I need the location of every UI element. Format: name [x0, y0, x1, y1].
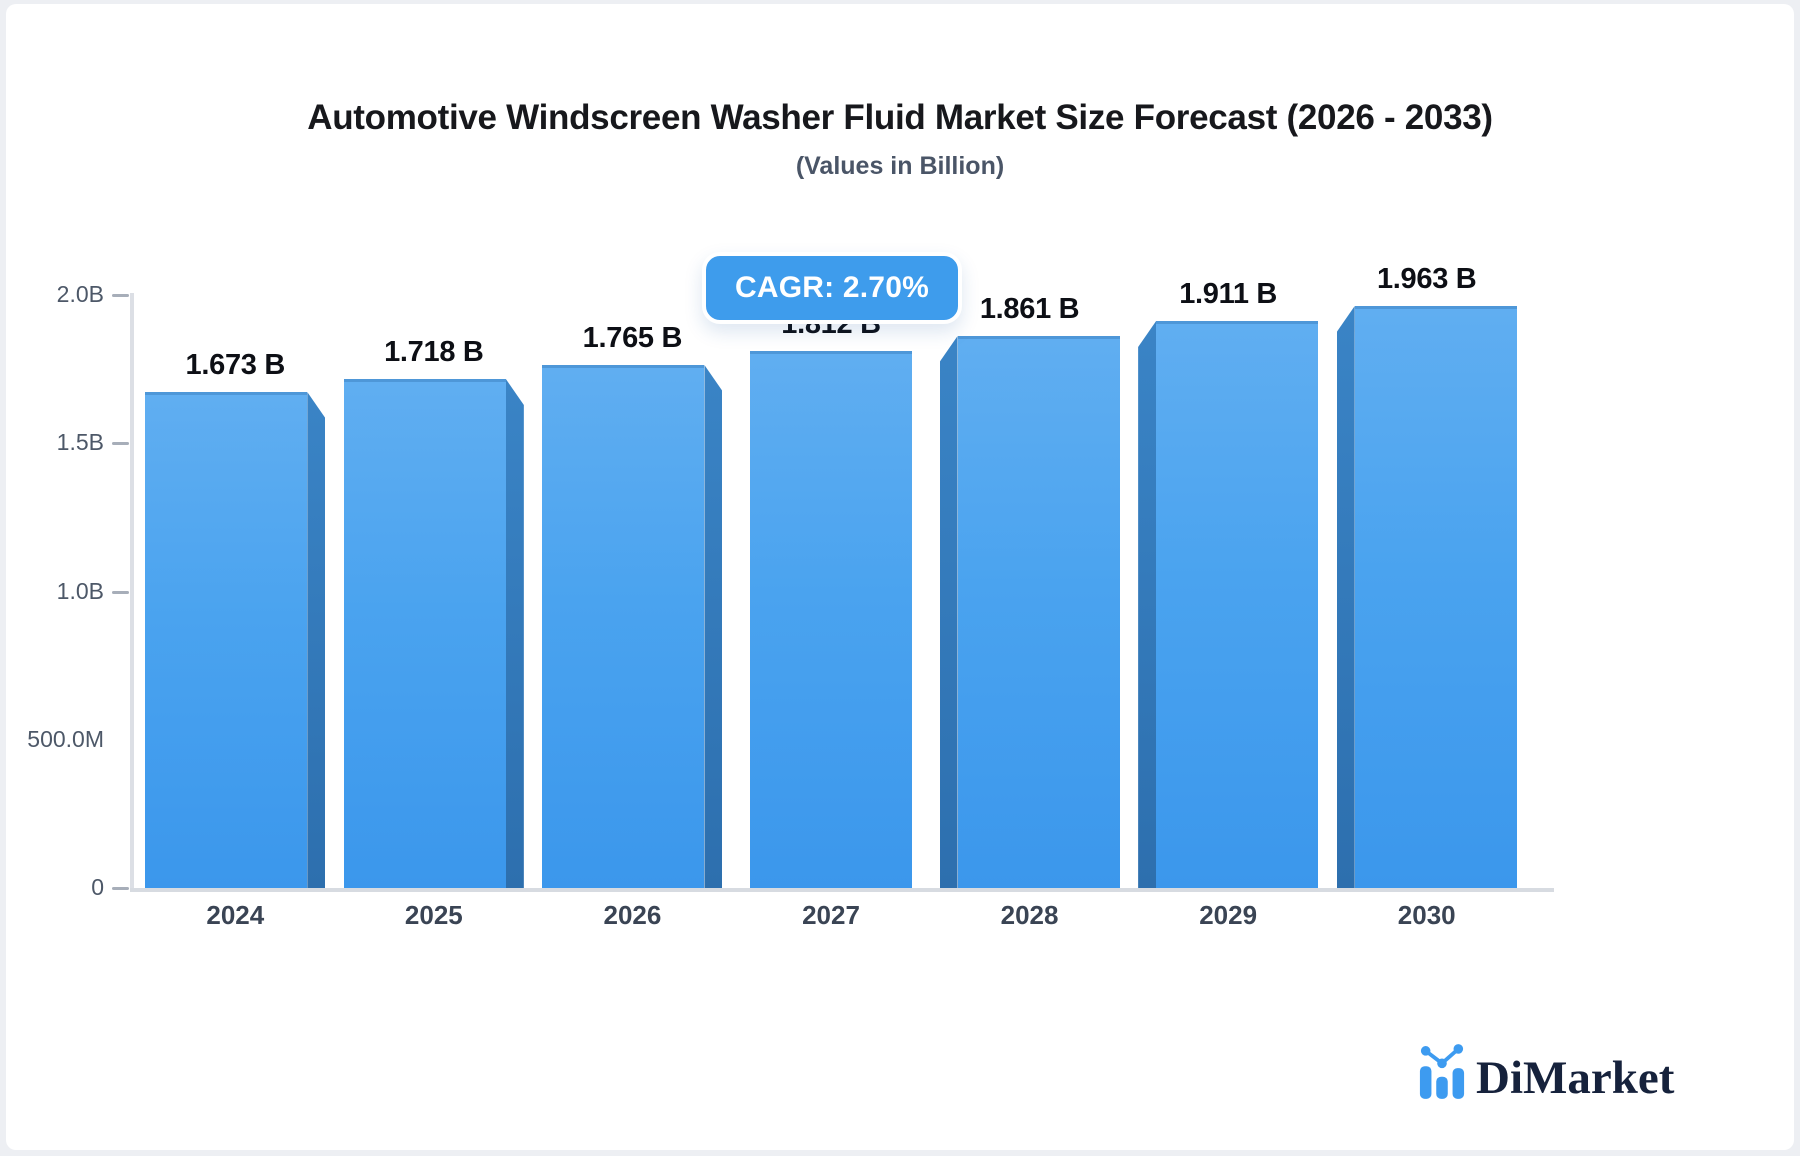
bar-3d-side-2030: [1336, 306, 1355, 888]
bar-band-2028: 1.861 B: [930, 293, 1129, 888]
bar-2025: [343, 379, 524, 888]
bar-2029: [1138, 321, 1319, 888]
bar-2027: [749, 351, 912, 888]
chart-card: Automotive Windscreen Washer Fluid Marke…: [6, 4, 1794, 1150]
bar-3d-side-2025: [505, 379, 524, 888]
brand-logo: DiMarket: [1418, 1040, 1674, 1102]
bar-face-2027: [749, 351, 912, 888]
chart-subtitle: (Values in Billion): [795, 152, 1005, 180]
bar-band-2024: 1.673 B: [136, 295, 335, 888]
y-tick-dash-0: [112, 887, 129, 890]
bar-face-2028: [957, 336, 1120, 888]
x-axis-label-2029: 2029: [1199, 900, 1258, 930]
bar-band-2027: 1.812 B: [732, 295, 931, 888]
y-tick-label-1.0B: 1.0B: [56, 577, 104, 604]
y-tick-label-1.5B: 1.5B: [56, 429, 104, 456]
bar-line-chart-icon: [1419, 1044, 1465, 1099]
brand-name: DiMarket: [1476, 1052, 1675, 1104]
bar-3d-side-2028: [939, 336, 958, 888]
y-tick-label-500.0M: 500.0M: [27, 725, 104, 752]
x-axis-label-2026: 2026: [603, 900, 662, 930]
plot-area: 1.673 B 1.718 B 1.765 B 1.812 B 1.861 B 1.911…: [130, 263, 1554, 892]
bar-band-2025: 1.718 B: [335, 295, 534, 888]
chart-title: Automotive Windscreen Washer Fluid Marke…: [307, 98, 1493, 137]
bar-value-label-2026: 1.765 B: [582, 322, 683, 354]
x-axis-label-2028: 2028: [1000, 900, 1059, 930]
bar-face-2030: [1354, 306, 1517, 888]
x-axis-label-2030: 2030: [1397, 900, 1456, 930]
bar-value-label-2025: 1.718 B: [384, 336, 484, 368]
bar-3d-side-2026: [704, 365, 723, 888]
y-tick-dash-2.0B: [112, 294, 129, 297]
y-tick-dash-1.0B: [112, 590, 129, 594]
x-axis-label-2024: 2024: [206, 900, 265, 930]
bar-band-2026: 1.765 B: [533, 295, 732, 888]
bar-value-label-2030: 1.963 B: [1376, 263, 1477, 295]
y-tick-label-0: 0: [91, 874, 104, 900]
bar-face-2025: [343, 379, 506, 888]
bar-2028: [939, 336, 1120, 888]
bar-band-2029: 1.911 B: [1129, 278, 1328, 888]
cagr-badge: CAGR: 2.70%: [702, 252, 962, 324]
bar-face-2029: [1156, 321, 1319, 888]
y-axis-line: [130, 293, 134, 892]
bar-face-2024: [145, 392, 308, 888]
bar-face-2026: [542, 365, 705, 888]
bar-3d-side-2024: [307, 392, 326, 888]
y-tick-dash-1.5B: [112, 442, 129, 446]
bar-value-label-2029: 1.911 B: [1179, 278, 1278, 310]
bar-2024: [145, 392, 326, 888]
bar-band-2030: 1.963 B: [1327, 263, 1526, 888]
x-axis-label-2025: 2025: [404, 900, 463, 930]
bar-value-label-2028: 1.861 B: [979, 293, 1080, 325]
x-axis-label-2027: 2027: [802, 900, 860, 930]
x-axis-line: [130, 888, 1554, 892]
bar-value-label-2024: 1.673 B: [185, 349, 286, 381]
y-tick-label-2.0B: 2.0B: [56, 281, 104, 307]
bar-3d-side-2029: [1138, 321, 1157, 888]
bar-2030: [1336, 306, 1517, 888]
bar-2026: [542, 365, 723, 888]
